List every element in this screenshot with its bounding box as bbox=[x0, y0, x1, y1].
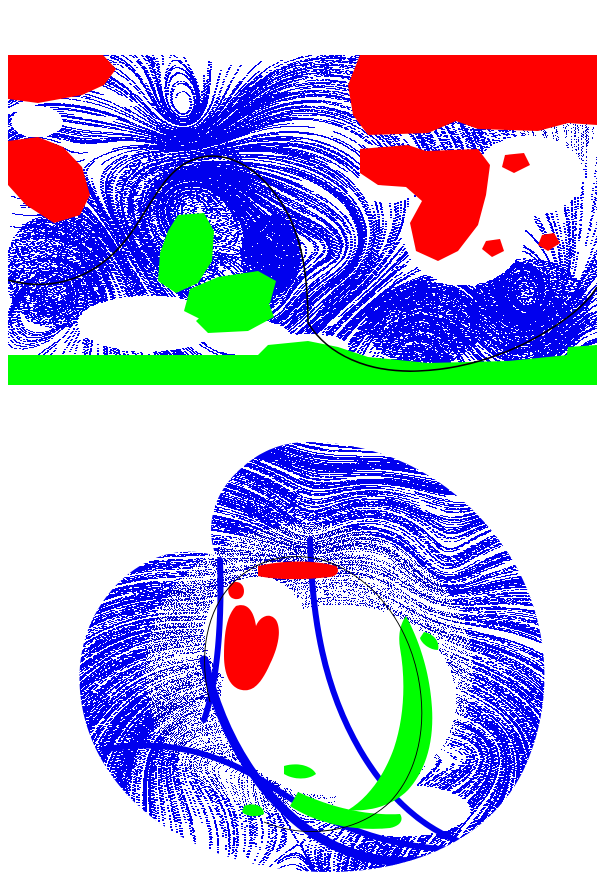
oblique-projection-canvas bbox=[8, 420, 597, 877]
rectangular-projection-panel bbox=[8, 55, 597, 385]
red-region-3 bbox=[348, 55, 597, 135]
red-region-3 bbox=[258, 562, 338, 580]
rectangular-projection-canvas bbox=[8, 55, 597, 385]
green-region-5 bbox=[566, 345, 597, 361]
oblique-projection-panel bbox=[8, 420, 597, 877]
red-region-2 bbox=[228, 582, 244, 599]
